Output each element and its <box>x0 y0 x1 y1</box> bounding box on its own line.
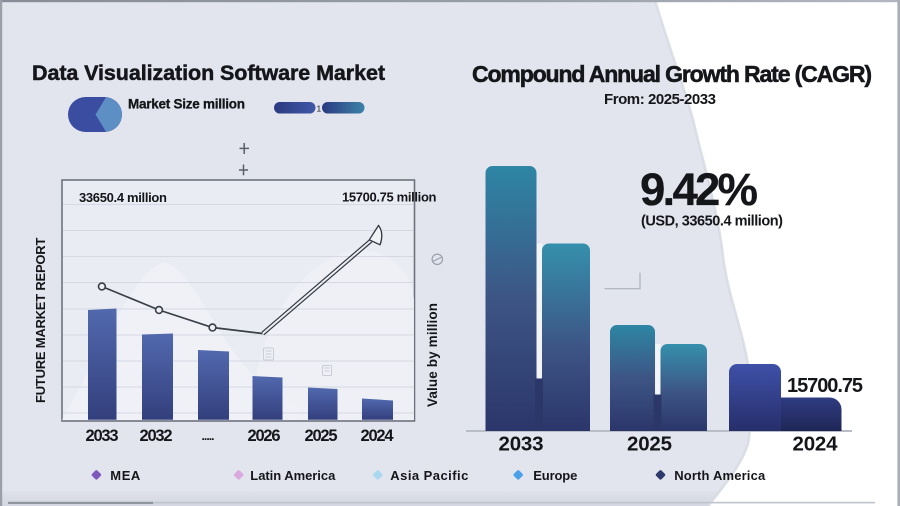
svg-text:2026: 2026 <box>248 427 281 445</box>
svg-text:Latin America: Latin America <box>250 468 336 483</box>
svg-text:.....: ..... <box>202 429 215 443</box>
svg-text:15700.75: 15700.75 <box>787 375 863 397</box>
svg-text:MEA: MEA <box>110 468 141 483</box>
svg-text:Data Visualization Software Ma: Data Visualization Software Market <box>32 61 385 85</box>
svg-text:From: 2025-2033: From: 2025-2033 <box>604 91 716 108</box>
svg-text:9.42%: 9.42% <box>640 164 758 215</box>
svg-text:(USD, 33650.4 million): (USD, 33650.4 million) <box>641 214 783 230</box>
svg-text:North America: North America <box>674 468 766 483</box>
svg-text:Value by million: Value by million <box>425 303 440 407</box>
svg-text:Asia Pacific: Asia Pacific <box>390 468 468 483</box>
svg-text:2025: 2025 <box>627 433 672 456</box>
svg-text:2033: 2033 <box>499 433 544 456</box>
svg-text:FUTURE MARKET REPORT: FUTURE MARKET REPORT <box>33 237 48 403</box>
svg-text:1: 1 <box>317 104 322 114</box>
svg-text:Market Size million: Market Size million <box>128 97 245 112</box>
svg-text:15700.75 million: 15700.75 million <box>342 190 437 205</box>
svg-text:2025: 2025 <box>305 427 338 445</box>
svg-text:Europe: Europe <box>533 468 577 483</box>
svg-text:2033: 2033 <box>86 427 119 445</box>
svg-text:2024: 2024 <box>793 433 839 456</box>
svg-text:2024: 2024 <box>361 427 395 445</box>
svg-text:Compound Annual Growth Rate (C: Compound Annual Growth Rate (CAGR) <box>472 61 872 87</box>
svg-text:2032: 2032 <box>140 427 173 445</box>
svg-text:33650.4 million: 33650.4 million <box>79 190 167 205</box>
